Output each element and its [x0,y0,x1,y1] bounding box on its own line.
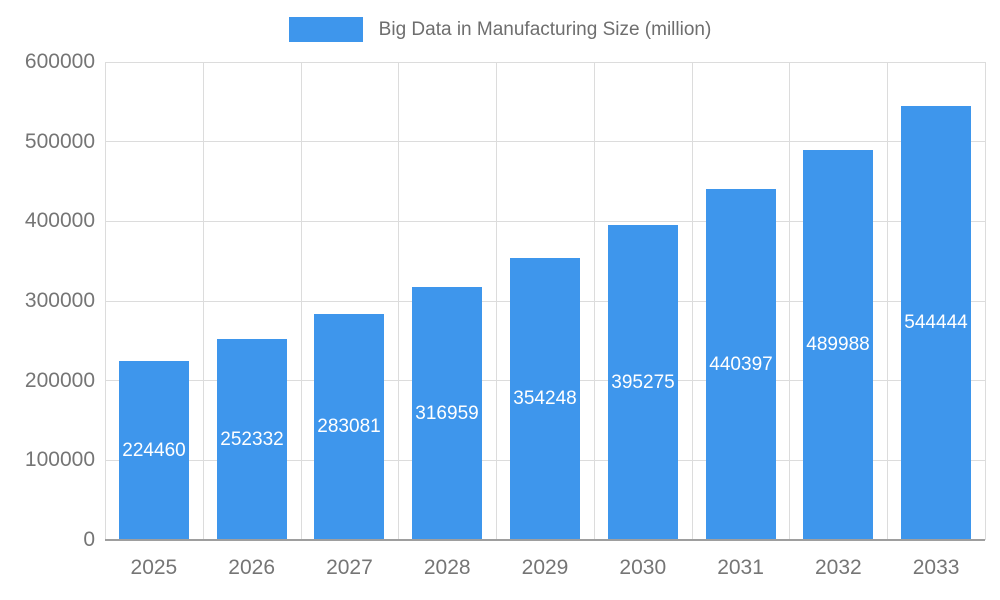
v-gridline [104,62,106,540]
x-tick-label: 2029 [521,556,569,579]
x-tick-label: 2028 [423,556,471,579]
bar-value-label: 224460 [122,439,186,461]
x-tick-label: 2025 [130,556,178,579]
v-gridline [691,62,693,540]
bar-2028: 316959 [412,287,482,540]
x-tick-label: 2030 [619,556,667,579]
bar-value-label: 544444 [904,312,968,333]
y-tick-label: 400000 [24,209,95,233]
x-tick-label: 2027 [326,556,373,579]
bar-value-label: 395275 [611,371,675,393]
bar-value-label: 354248 [513,388,577,409]
y-tick-label: 500000 [24,129,95,153]
v-gridline [984,62,986,540]
bar-2032: 489988 [803,150,873,540]
x-tick-label: 2026 [228,556,276,579]
bar-2031: 440397 [706,189,776,540]
plot-area: 224460 252332 283081 316959 354248 395275 4403… [104,61,986,541]
y-tick-label: 600000 [24,50,95,73]
chart-legend: Big Data in Manufacturing Size (million) [0,17,1000,42]
bar-2030: 395275 [608,225,678,540]
h-gridline [105,61,985,63]
v-gridline [495,62,497,540]
legend-swatch-icon [288,17,363,42]
x-axis: 2025 2026 2027 2028 2029 2030 2031 2032 2033 [105,556,985,586]
bar-2033: 544444 [901,106,971,540]
bar-2026: 252332 [217,339,287,540]
v-gridline [788,62,790,540]
x-tick-label: 2033 [912,556,960,579]
y-tick-label: 0 [83,528,95,551]
y-axis: 0 100000 200000 300000 400000 500000 600000 [0,0,95,600]
legend-label: Big Data in Manufacturing Size (million) [378,18,712,40]
bar-value-label: 252332 [220,428,284,450]
bar-value-label: 440397 [709,353,773,375]
bar-value-label: 316959 [415,402,479,424]
v-gridline [300,62,302,540]
y-tick-label: 300000 [24,289,95,312]
y-tick-label: 100000 [24,448,95,472]
bar-2025: 224460 [119,361,189,540]
y-tick-label: 200000 [24,368,95,392]
x-tick-label: 2031 [717,556,764,579]
x-axis-line [105,539,985,541]
v-gridline [397,62,399,540]
bar-value-label: 489988 [806,334,870,355]
x-tick-label: 2032 [814,556,862,579]
h-gridline [105,141,985,143]
h-gridline [105,220,985,222]
v-gridline [202,62,204,540]
v-gridline [593,62,595,540]
bar-value-label: 283081 [317,416,381,437]
bar-2029: 354248 [510,258,580,540]
bar-2027: 283081 [314,314,384,540]
v-gridline [886,62,888,540]
